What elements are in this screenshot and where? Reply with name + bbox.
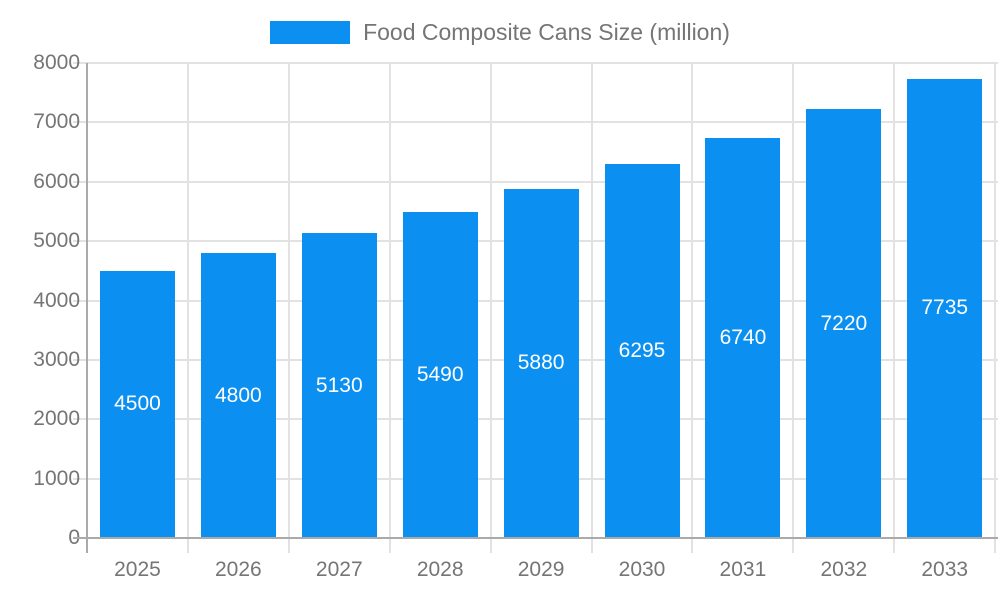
y-tick-label: 8000 [33,51,80,74]
x-tick-label: 2033 [921,558,969,581]
bar-2029[interactable] [503,188,579,537]
bar-2025[interactable] [99,270,175,537]
gridline-vertical [489,63,492,553]
y-tick-label: 2000 [33,407,80,431]
gridline-vertical [792,63,795,553]
gridline-vertical [994,63,997,553]
bar-2031[interactable] [705,137,781,537]
bar-value-label: 6295 [618,339,666,363]
gridline-horizontal [73,62,999,64]
gridline-vertical [590,63,593,553]
legend-swatch [270,20,351,44]
x-axis-line [73,537,999,539]
y-tick-label: 4000 [33,288,80,312]
x-tick-label: 2031 [719,558,767,581]
bar-value-label: 5490 [416,363,464,387]
legend[interactable]: Food Composite Cans Size (million) [0,18,1000,46]
x-tick-label: 2028 [416,558,464,581]
y-tick-label: 0 [0,526,80,550]
bar-2032[interactable] [806,109,882,537]
bar-value-label: 7735 [921,296,969,320]
x-tick-label: 2032 [820,558,868,581]
gridline-vertical [691,63,694,553]
x-tick-label: 2027 [315,558,363,581]
bar-2030[interactable] [604,164,680,537]
bar-value-label: 5880 [517,351,565,375]
gridline-vertical [388,63,391,553]
y-tick-label: 5000 [33,229,80,253]
x-tick-label: 2030 [618,558,666,581]
y-tick-label: 3000 [33,347,80,371]
bar-value-label: 6740 [719,325,767,349]
gridline-vertical [893,63,896,553]
y-axis-line [86,63,88,553]
bar-value-label: 4500 [114,392,161,416]
y-tick-label: 6000 [33,169,80,193]
x-tick-label: 2029 [517,558,565,581]
bar-2027[interactable] [301,233,377,537]
x-tick-label: 2026 [215,558,262,581]
y-tick-label: 1000 [33,466,80,490]
bar-2026[interactable] [200,253,276,537]
gridline-horizontal [73,121,999,124]
gridline-horizontal [73,180,999,183]
gridline-vertical [287,63,290,553]
y-tick-label: 7000 [33,110,80,134]
bar-value-label: 4800 [215,383,262,407]
bar-value-label: 5130 [315,373,363,397]
legend-label: Food Composite Cans Size (million) [363,18,730,45]
bar-value-label: 7220 [820,311,868,335]
x-tick-label: 2025 [114,558,161,581]
gridline-vertical [186,63,189,553]
bar-2033[interactable] [907,78,983,537]
bar-2028[interactable] [402,212,478,537]
